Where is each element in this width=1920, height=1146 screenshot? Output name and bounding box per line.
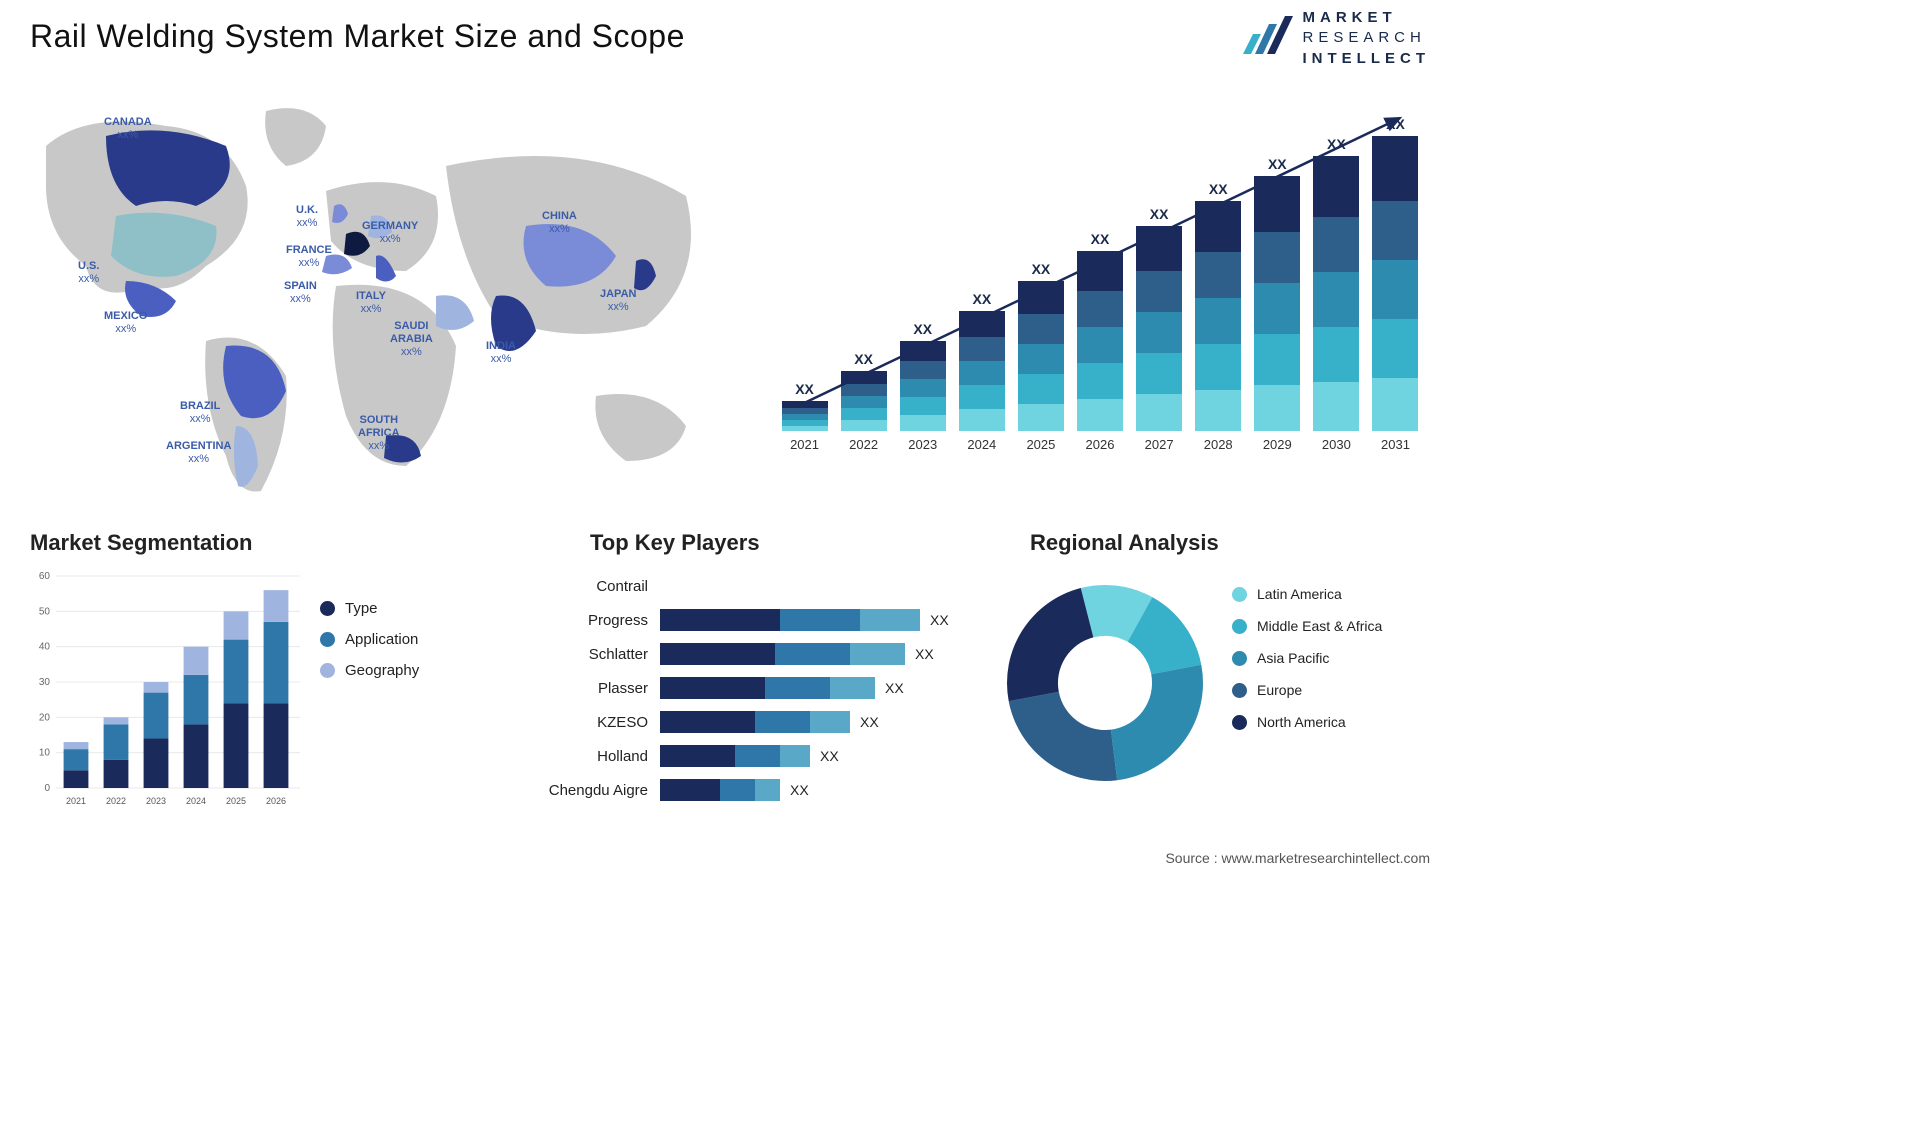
- map-label: ITALYxx%: [356, 290, 386, 316]
- map-label: SPAINxx%: [284, 280, 317, 306]
- svg-text:2026: 2026: [266, 796, 286, 806]
- map-label: U.K.xx%: [296, 204, 318, 230]
- logo-text: MARKET RESEARCH INTELLECT: [1303, 8, 1431, 69]
- player-name: Contrail: [490, 578, 660, 595]
- svg-text:60: 60: [39, 571, 51, 582]
- brand-logo: MARKET RESEARCH INTELLECT: [1237, 8, 1431, 69]
- player-row: Holland XX: [490, 740, 970, 772]
- map-label: U.S.xx%: [78, 260, 99, 286]
- page-title: Rail Welding System Market Size and Scop…: [30, 18, 685, 55]
- player-value: XX: [820, 748, 839, 764]
- svg-text:2024: 2024: [186, 796, 206, 806]
- player-name: Progress: [490, 612, 660, 629]
- player-row: Plasser XX: [490, 672, 970, 704]
- player-row: Contrail: [490, 570, 970, 602]
- trend-arrow: [780, 96, 1420, 456]
- map-label: CHINAxx%: [542, 210, 577, 236]
- regional-donut: [1000, 578, 1210, 788]
- segmentation-legend: Type Application Geography: [320, 600, 419, 693]
- map-label: INDIAxx%: [486, 340, 516, 366]
- player-row: Progress XX: [490, 604, 970, 636]
- player-name: Schlatter: [490, 646, 660, 663]
- map-label: SOUTHAFRICAxx%: [358, 414, 400, 454]
- legend-item: Geography: [320, 662, 419, 679]
- legend-item: Type: [320, 600, 419, 617]
- regional-title: Regional Analysis: [1030, 530, 1430, 556]
- regional-legend: Latin America Middle East & Africa Asia Pa…: [1232, 586, 1382, 746]
- player-value: XX: [915, 646, 934, 662]
- legend-item: Asia Pacific: [1232, 650, 1382, 666]
- player-row: Chengdu Aigre XX: [490, 774, 970, 806]
- player-value: XX: [860, 714, 879, 730]
- players-chart: ContrailProgressXXSchlatterXXPlasserXXKZ…: [490, 570, 970, 808]
- svg-text:2023: 2023: [146, 796, 166, 806]
- logo-icon: [1237, 10, 1293, 66]
- svg-text:50: 50: [39, 606, 51, 617]
- regional-panel: Regional Analysis Latin America Middle Ea…: [1000, 530, 1430, 820]
- segmentation-chart: 0 10 20 30 40 50 60 2021 2022 2023 2024 2025 2026: [30, 570, 300, 810]
- map-label: SAUDIARABIAxx%: [390, 320, 433, 360]
- players-title: Top Key Players: [590, 530, 990, 556]
- svg-text:2021: 2021: [66, 796, 86, 806]
- map-label: GERMANYxx%: [362, 220, 418, 246]
- player-name: KZESO: [490, 714, 660, 731]
- logo-line3: INTELLECT: [1303, 49, 1431, 69]
- source-text: Source : www.marketresearchintellect.com: [1165, 850, 1430, 866]
- player-name: Holland: [490, 748, 660, 765]
- player-value: XX: [885, 680, 904, 696]
- world-map: CANADAxx% U.S.xx% MEXICOxx% BRAZILxx% ARGENT…: [26, 96, 736, 496]
- svg-text:20: 20: [39, 712, 51, 723]
- player-row: KZESO XX: [490, 706, 970, 738]
- legend-item: Latin America: [1232, 586, 1382, 602]
- growth-bar-chart: XX2021XX2022XX2023XX2024XX2025XX2026XX20…: [780, 96, 1420, 476]
- segmentation-title: Market Segmentation: [30, 530, 570, 556]
- player-value: XX: [930, 612, 949, 628]
- svg-text:0: 0: [44, 783, 50, 794]
- legend-item: Europe: [1232, 682, 1382, 698]
- legend-item: Application: [320, 631, 419, 648]
- logo-line1: MARKET: [1303, 8, 1431, 28]
- map-label: ARGENTINAxx%: [166, 440, 231, 466]
- svg-text:2022: 2022: [106, 796, 126, 806]
- map-label: CANADAxx%: [104, 116, 152, 142]
- map-label: JAPANxx%: [600, 288, 636, 314]
- svg-text:10: 10: [39, 748, 51, 759]
- segmentation-panel: Market Segmentation 0 10 20 30 40 50 60 2021 202…: [30, 530, 570, 820]
- svg-text:2025: 2025: [226, 796, 246, 806]
- players-panel: Top Key Players ContrailProgressXXSchlat…: [490, 530, 990, 820]
- svg-text:30: 30: [39, 677, 51, 688]
- player-row: Schlatter XX: [490, 638, 970, 670]
- map-label: FRANCExx%: [286, 244, 332, 270]
- player-name: Chengdu Aigre: [490, 782, 660, 799]
- legend-item: North America: [1232, 714, 1382, 730]
- logo-line2: RESEARCH: [1303, 28, 1431, 48]
- map-label: MEXICOxx%: [104, 310, 147, 336]
- player-value: XX: [790, 782, 809, 798]
- player-name: Plasser: [490, 680, 660, 697]
- legend-item: Middle East & Africa: [1232, 618, 1382, 634]
- svg-text:40: 40: [39, 642, 51, 653]
- map-label: BRAZILxx%: [180, 400, 220, 426]
